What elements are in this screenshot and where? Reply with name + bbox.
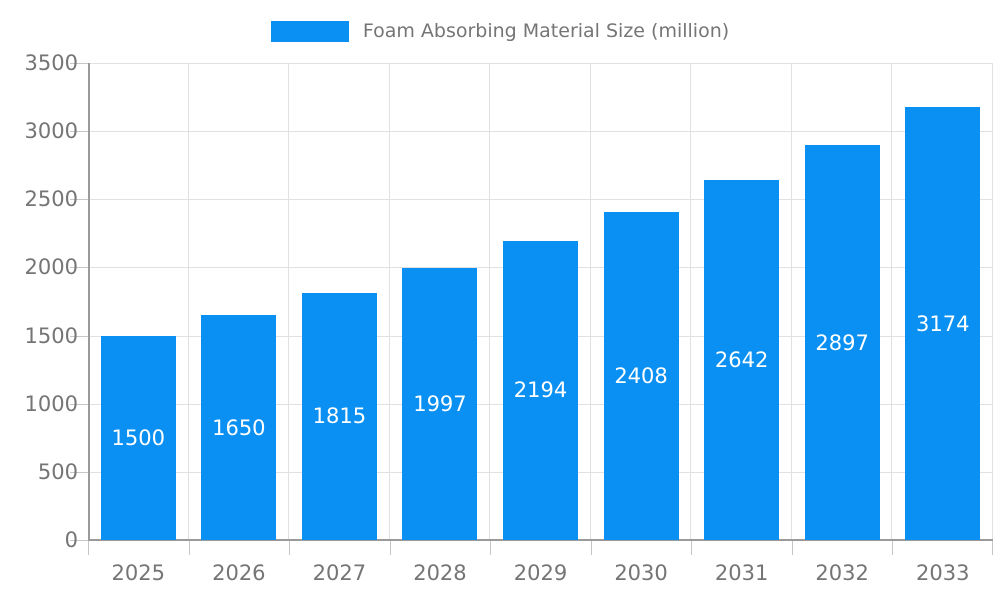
x-axis-label: 2027 xyxy=(312,561,367,585)
bar-2028[interactable] xyxy=(402,267,478,540)
bar-2033[interactable] xyxy=(905,107,981,540)
y-axis-tick xyxy=(70,63,88,64)
x-axis-tick xyxy=(490,540,492,555)
bar-value-label: 1500 xyxy=(111,425,165,450)
bar-value-label: 2897 xyxy=(815,330,869,355)
gridline-vertical xyxy=(589,63,591,540)
bar-2032[interactable] xyxy=(804,145,880,540)
y-axis-tick xyxy=(70,267,88,269)
x-axis-label: 2029 xyxy=(513,561,568,585)
x-axis-label: 2025 xyxy=(111,561,165,585)
x-axis-tick xyxy=(88,540,89,555)
x-axis-tick xyxy=(791,540,793,555)
y-axis-label: 2000 xyxy=(24,255,78,280)
bar-value-label: 2194 xyxy=(513,378,568,403)
bar-2029[interactable] xyxy=(503,241,578,540)
y-axis-label: 3000 xyxy=(24,119,78,144)
x-axis-tick xyxy=(992,540,993,555)
x-axis-tick xyxy=(892,540,894,555)
gridline-vertical xyxy=(891,63,893,540)
x-axis-tick xyxy=(289,540,291,555)
gridline-vertical xyxy=(388,63,390,540)
y-axis-label: 2500 xyxy=(24,187,78,212)
bar-value-label: 3174 xyxy=(915,311,970,336)
bar-2027[interactable] xyxy=(301,292,377,540)
bar-value-label: 1997 xyxy=(413,391,467,416)
y-axis-label: 1000 xyxy=(24,391,78,416)
gridline-vertical xyxy=(690,63,692,540)
gridline-vertical xyxy=(992,63,993,540)
gridline-horizontal xyxy=(88,131,993,133)
bar-value-label: 2642 xyxy=(714,347,769,372)
gridline-vertical xyxy=(489,63,491,540)
bar-2030[interactable] xyxy=(603,211,679,540)
legend-swatch xyxy=(270,20,349,42)
gridline-vertical xyxy=(790,63,792,540)
x-axis-label: 2028 xyxy=(413,561,467,585)
y-axis-label: 0 xyxy=(64,528,78,552)
bar-2025[interactable] xyxy=(100,335,176,540)
x-axis-tick xyxy=(691,540,693,555)
x-axis-label: 2033 xyxy=(915,561,970,585)
x-axis-label: 2031 xyxy=(714,561,769,585)
plot-area: 0 500 1000 1500 2000 2500 3000 3500 1500 2025 1650… xyxy=(25,51,993,585)
y-axis-tick xyxy=(70,471,88,473)
gridline-horizontal xyxy=(88,199,993,201)
y-axis-label: 500 xyxy=(37,459,78,484)
bar-2031[interactable] xyxy=(704,179,780,540)
gridline-horizontal xyxy=(88,63,993,64)
y-axis-tick xyxy=(70,403,88,405)
y-axis-tick xyxy=(70,335,88,337)
gridline-vertical xyxy=(187,63,189,540)
x-axis-label: 2032 xyxy=(815,561,869,585)
y-axis-label: 1500 xyxy=(24,323,78,348)
y-axis-tick xyxy=(70,199,88,201)
x-axis-label: 2026 xyxy=(212,561,266,585)
x-axis-tick xyxy=(590,540,592,555)
bar-value-label: 1815 xyxy=(312,404,367,429)
x-axis-line xyxy=(88,539,993,541)
legend-label: Foam Absorbing Material Size (million) xyxy=(362,20,730,42)
bar-value-label: 2408 xyxy=(614,363,668,388)
y-axis-tick xyxy=(70,131,88,133)
bar-2026[interactable] xyxy=(201,315,277,540)
chart-legend[interactable]: Foam Absorbing Material Size (million) xyxy=(0,20,1000,42)
gridline-vertical xyxy=(288,63,290,540)
bar-value-label: 1650 xyxy=(212,415,266,440)
x-axis-tick xyxy=(188,540,190,555)
y-axis-tick xyxy=(70,540,88,541)
y-axis-line xyxy=(88,63,90,540)
x-axis-tick xyxy=(389,540,391,555)
x-axis-label: 2030 xyxy=(614,561,668,585)
y-axis-label: 3500 xyxy=(24,51,78,75)
